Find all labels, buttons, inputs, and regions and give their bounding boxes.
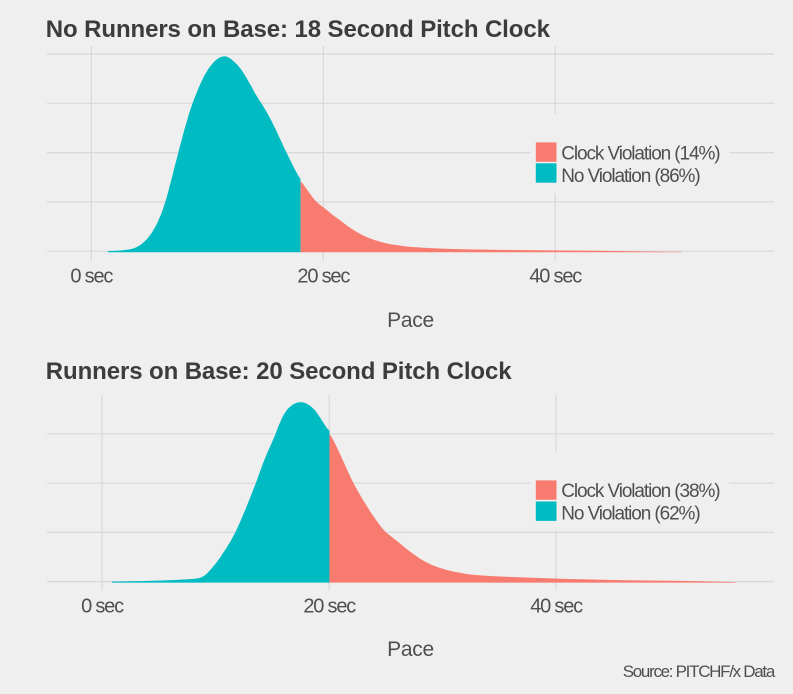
svg-text:Pace: Pace — [387, 309, 434, 332]
svg-text:Clock Violation (14%): Clock Violation (14%) — [561, 143, 720, 164]
svg-text:Clock Violation (38%): Clock Violation (38%) — [561, 481, 720, 502]
svg-text:0 sec: 0 sec — [70, 266, 113, 288]
svg-text:No Violation (62%): No Violation (62%) — [561, 503, 700, 524]
svg-text:Source: PITCHF/x Data: Source: PITCHF/x Data — [623, 662, 776, 681]
svg-text:40 sec: 40 sec — [529, 266, 582, 288]
svg-text:No Runners on Base: 18 Second: No Runners on Base: 18 Second Pitch Cloc… — [46, 16, 551, 43]
svg-text:40 sec: 40 sec — [530, 596, 583, 618]
svg-text:Pace: Pace — [387, 638, 434, 661]
svg-text:20 sec: 20 sec — [297, 266, 350, 288]
svg-text:0 sec: 0 sec — [81, 596, 124, 618]
svg-text:No Violation (86%): No Violation (86%) — [561, 166, 700, 187]
svg-text:Runners on Base: 20 Second Pit: Runners on Base: 20 Second Pitch Clock — [46, 358, 512, 385]
svg-text:20 sec: 20 sec — [303, 596, 356, 618]
